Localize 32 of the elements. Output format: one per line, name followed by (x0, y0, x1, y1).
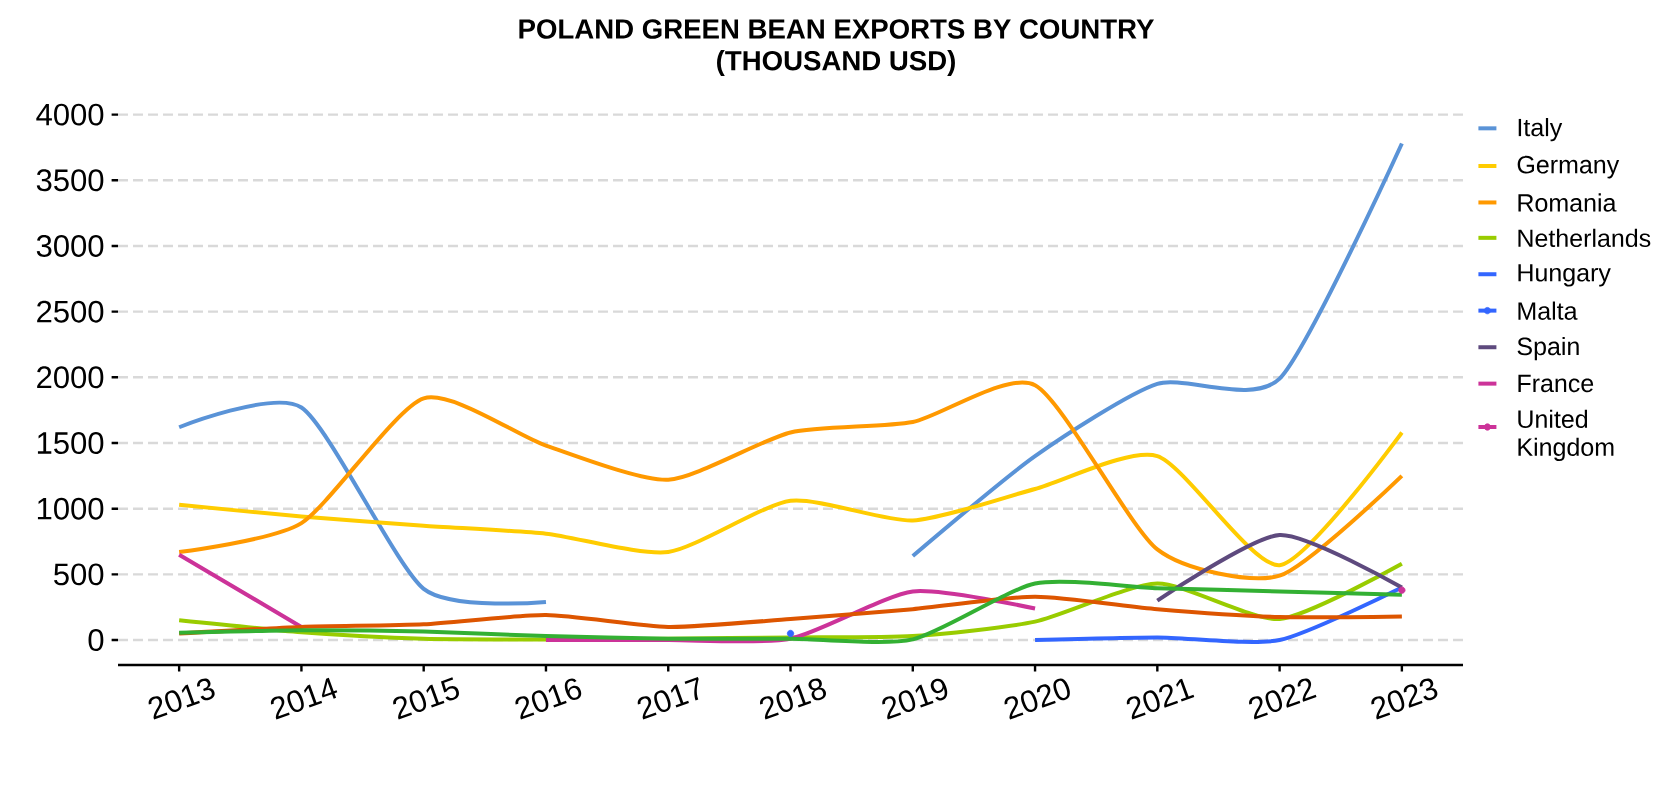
legend-label: Malta (1518, 301, 1578, 320)
x-tick-label: 2020 (1004, 678, 1070, 720)
y-tick-label: 3500 (36, 169, 104, 192)
x-tick-label: 2022 (1249, 678, 1317, 720)
y-tick-label: 2500 (37, 300, 104, 323)
x-tick-label: 2023 (1371, 678, 1438, 720)
legend-label: France (1518, 374, 1594, 393)
x-tick-label: 2017 (637, 676, 699, 720)
y-tick-label: 4000 (36, 103, 104, 126)
legend-label: Germany (1517, 155, 1620, 179)
y-tick-label: 2000 (37, 366, 104, 389)
x-tick-label: 2018 (759, 678, 827, 720)
y-tick-label: 500 (54, 563, 104, 586)
legend-label: Italy (1518, 117, 1563, 142)
chart-title: POLAND GREEN BEAN EXPORTS BY COUNTRY (519, 19, 1155, 39)
x-tick-label: 2013 (148, 678, 215, 720)
y-tick-label: 3000 (36, 234, 104, 257)
legend-label: Hungary (1518, 264, 1611, 287)
x-tick-label: 2021 (1126, 678, 1195, 720)
legend-label: Spain (1517, 336, 1579, 361)
line-series (177, 430, 1404, 568)
x-tick-label: 2016 (515, 678, 582, 720)
y-tick-label: 1000 (37, 497, 104, 520)
legend-label: Netherlands (1518, 228, 1651, 248)
x-tick-label: 2014 (270, 677, 338, 720)
legend-label: Romania (1518, 193, 1617, 212)
y-tick-label: 1500 (37, 432, 104, 454)
chart-subtitle: (THOUSAND USD) (717, 50, 955, 76)
x-tick-label: 2015 (393, 677, 459, 720)
y-tick-label: 0 (88, 629, 104, 652)
legend-label: United Kingdom (1518, 409, 1614, 461)
x-tick-label: 2019 (882, 678, 948, 720)
